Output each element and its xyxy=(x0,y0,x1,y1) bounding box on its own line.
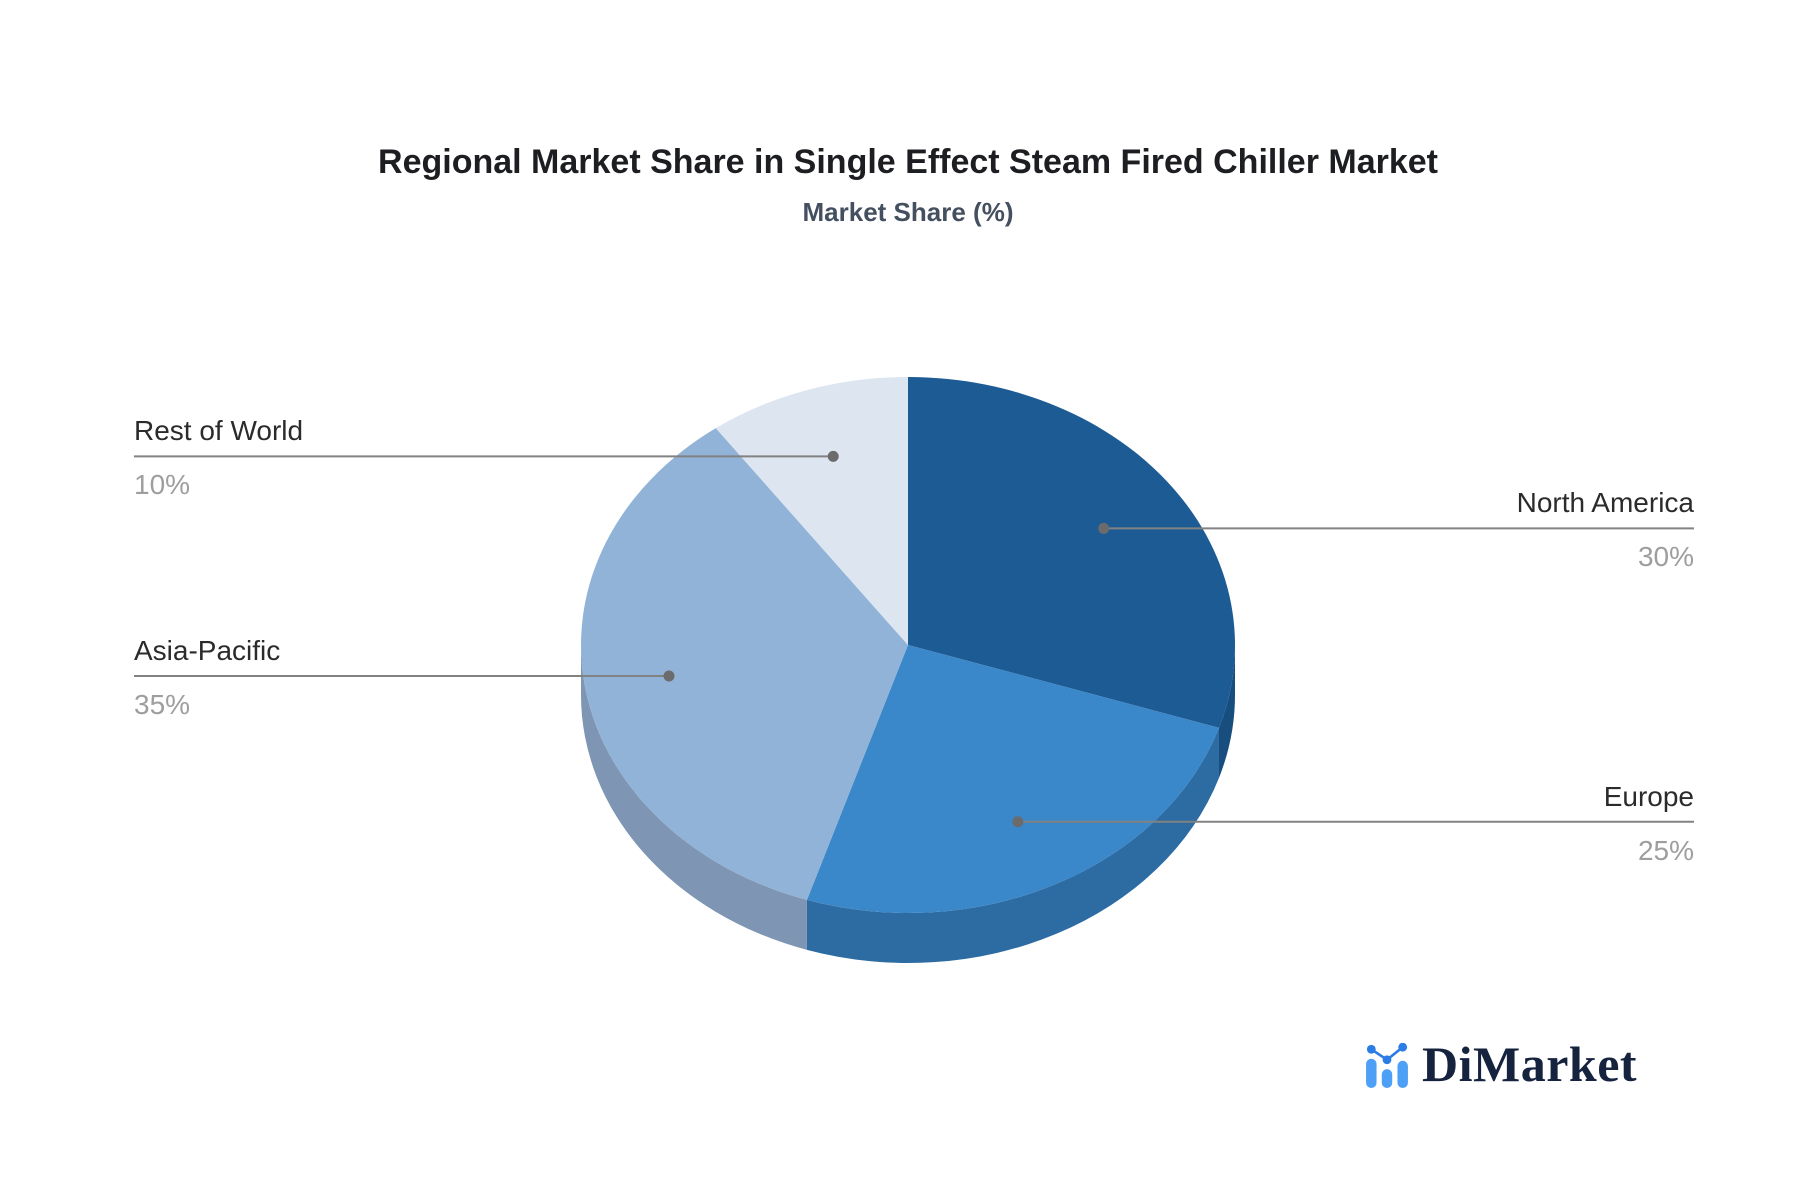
leader-dot xyxy=(1098,522,1110,534)
bar-chart-logo-icon xyxy=(1366,1043,1408,1088)
logo-bar xyxy=(1397,1060,1408,1088)
logo-bar xyxy=(1381,1069,1393,1088)
pie-slice-asia-pacific xyxy=(581,428,908,900)
pie-slice-side-north-america xyxy=(1218,645,1235,778)
slice-percent: 25% xyxy=(1637,834,1694,866)
chart-title: Regional Market Share in Single Effect S… xyxy=(378,143,1438,181)
pie-slice-side-europe xyxy=(806,727,1219,963)
pie-slice-side-asia-pacific xyxy=(581,645,807,950)
logo-dot xyxy=(1382,1055,1392,1065)
slice-label: Asia-Pacific xyxy=(134,635,281,667)
pie-slice-north-america xyxy=(908,377,1235,728)
logo-text: DiMarket xyxy=(1422,1036,1638,1092)
slice-percent: 35% xyxy=(134,689,191,721)
pie-slice-europe xyxy=(806,645,1219,913)
slice-label: Europe xyxy=(1603,780,1694,812)
logo-dot xyxy=(1366,1044,1376,1054)
slice-label: Rest of World xyxy=(134,415,304,447)
slice-label: North America xyxy=(1516,487,1694,519)
leader-dot xyxy=(1012,816,1024,828)
pie-slice-rest-of-world xyxy=(715,377,908,645)
slice-percent: 30% xyxy=(1637,541,1694,573)
logo-bar xyxy=(1366,1058,1377,1088)
leader-dot xyxy=(663,670,675,682)
dimarket-logo: DiMarket xyxy=(1366,1036,1638,1092)
leader-dot xyxy=(827,450,839,462)
logo-dot xyxy=(1398,1043,1408,1052)
chart-subtitle: Market Share (%) xyxy=(802,197,1014,227)
slice-percent: 10% xyxy=(134,469,191,501)
